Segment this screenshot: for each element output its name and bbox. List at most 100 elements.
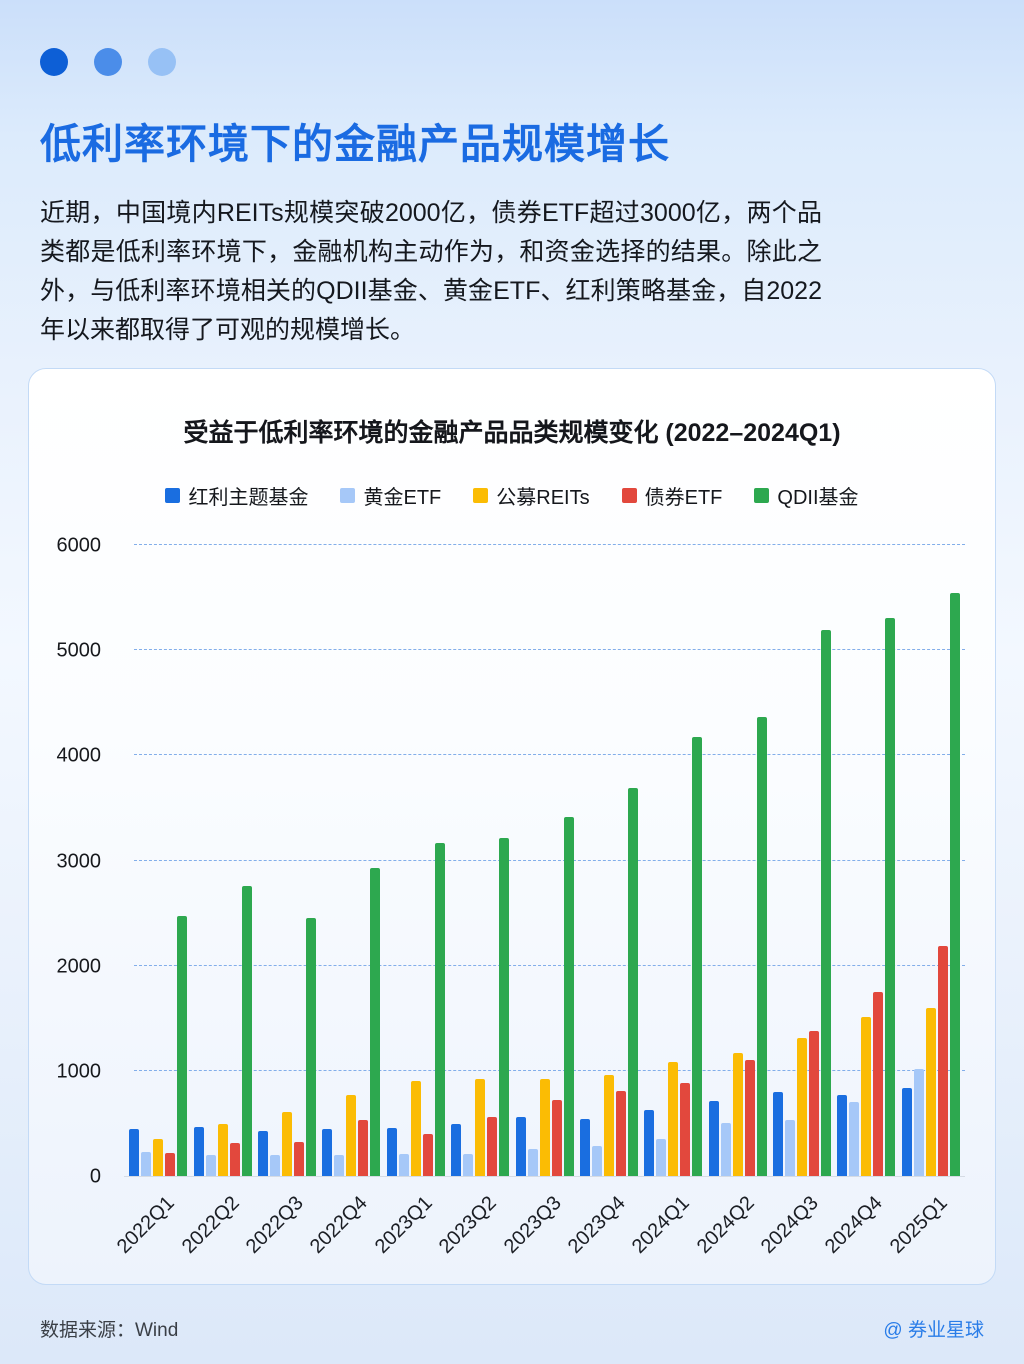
- bar-债券ETF: [937, 946, 948, 1176]
- legend-label: 债券ETF: [644, 487, 723, 509]
- bar-公募REITs: [410, 1081, 421, 1176]
- data-source-label: 数据来源：Wind: [40, 1320, 179, 1341]
- gridline: [134, 964, 965, 966]
- bar-QDII基金: [177, 916, 188, 1176]
- bar-公募REITs: [861, 1017, 872, 1176]
- y-tick-label: 3000: [56, 850, 102, 872]
- chart-card: 受益于低利率环境的金融产品品类规模变化 (2022–2024Q1) 红利主题基金…: [28, 368, 996, 1285]
- legend-label: 红利主题基金: [188, 487, 309, 509]
- bar-债券ETF: [744, 1060, 755, 1176]
- bar-公募REITs: [475, 1079, 486, 1176]
- bar-债券ETF: [165, 1153, 176, 1176]
- bar-group: [706, 717, 770, 1176]
- bar-红利主题基金: [644, 1110, 655, 1176]
- legend-swatch-icon: [165, 488, 181, 503]
- bar-group: [255, 918, 319, 1176]
- bar-红利主题基金: [257, 1131, 268, 1176]
- bar-黄金ETF: [269, 1155, 280, 1176]
- bar-红利主题基金: [322, 1129, 333, 1176]
- deco-dot-icon: [94, 48, 122, 76]
- bar-债券ETF: [551, 1100, 562, 1176]
- bar-债券ETF: [487, 1117, 498, 1176]
- bar-QDII基金: [499, 838, 510, 1176]
- bar-债券ETF: [680, 1083, 691, 1176]
- y-tick-label: 0: [89, 1165, 101, 1188]
- legend-label: QDII基金: [777, 487, 859, 509]
- chart-title: 受益于低利率环境的金融产品品类规模变化 (2022–2024Q1): [183, 419, 841, 447]
- bar-红利主题基金: [515, 1117, 526, 1176]
- bar-债券ETF: [293, 1142, 304, 1176]
- bar-黄金ETF: [398, 1154, 409, 1176]
- legend-swatch-icon: [754, 488, 770, 503]
- bar-group: [899, 593, 963, 1176]
- bar-group: [448, 838, 512, 1176]
- bar-黄金ETF: [527, 1149, 538, 1176]
- bar-group: [770, 630, 834, 1176]
- bar-QDII基金: [241, 886, 252, 1176]
- gridline: [134, 754, 965, 756]
- legend-label: 黄金ETF: [363, 487, 442, 509]
- x-slot: 2022Q2: [177, 1178, 254, 1273]
- x-slot: 2024Q3: [757, 1178, 834, 1273]
- footer: 数据来源：Wind @ 券业星球: [40, 1315, 984, 1342]
- bar-黄金ETF: [785, 1120, 796, 1176]
- x-slot: 2024Q1: [628, 1178, 705, 1273]
- x-axis-labels: 2022Q1 2022Q2 2022Q3 2022Q4 2023Q1 2023Q2 2023…: [113, 1178, 965, 1273]
- bar-红利主题基金: [773, 1092, 784, 1176]
- bar-公募REITs: [668, 1062, 679, 1176]
- gridline: [134, 859, 965, 861]
- x-slot: 2023Q4: [564, 1178, 641, 1273]
- bar-黄金ETF: [849, 1102, 860, 1176]
- x-slot: 2022Q3: [242, 1178, 319, 1273]
- bar-公募REITs: [281, 1112, 292, 1176]
- bar-黄金ETF: [141, 1152, 152, 1176]
- bar-红利主题基金: [708, 1101, 719, 1176]
- bar-group: [512, 817, 576, 1176]
- decorative-dots: [40, 48, 176, 76]
- bar-QDII基金: [821, 630, 832, 1176]
- bar-红利主题基金: [129, 1129, 140, 1176]
- bar-groups: [124, 546, 965, 1176]
- bar-红利主题基金: [901, 1088, 912, 1176]
- bar-QDII基金: [756, 717, 767, 1176]
- legend-item: QDII基金: [754, 481, 859, 510]
- intro-paragraph: 近期，中国境内REITs规模突破2000亿，债券ETF超过3000亿，两个品类都…: [40, 199, 822, 344]
- bar-公募REITs: [603, 1075, 614, 1176]
- bar-QDII基金: [949, 593, 960, 1176]
- chart-legend: 红利主题基金 黄金ETF 公募REITs 债券ETF QDII基金: [29, 481, 995, 510]
- gridline: [134, 544, 965, 545]
- bar-红利主题基金: [451, 1124, 462, 1176]
- x-slot: 2024Q4: [821, 1178, 898, 1273]
- y-tick-label: 4000: [56, 744, 102, 767]
- bar-债券ETF: [358, 1120, 369, 1176]
- x-slot: 2022Q4: [306, 1178, 383, 1273]
- legend-swatch-icon: [621, 488, 637, 503]
- page-title: 低利率环境下的金融产品规模增长: [40, 121, 670, 167]
- bar-QDII基金: [885, 618, 896, 1176]
- bar-红利主题基金: [579, 1119, 590, 1176]
- y-axis-labels: 0 1000 2000 3000 4000 5000 6000: [29, 535, 113, 1188]
- plot-area: [124, 544, 965, 1177]
- bar-group: [577, 788, 641, 1176]
- bar-债券ETF: [809, 1031, 820, 1176]
- legend-item: 公募REITs: [473, 481, 590, 510]
- bar-公募REITs: [539, 1079, 550, 1176]
- bar-黄金ETF: [205, 1155, 216, 1176]
- deco-dot-icon: [148, 48, 176, 76]
- bar-黄金ETF: [463, 1154, 474, 1176]
- bar-黄金ETF: [656, 1139, 667, 1176]
- y-tick-label: 2000: [56, 955, 102, 978]
- x-slot: 2025Q1: [886, 1178, 963, 1273]
- legend-item: 债券ETF: [621, 481, 723, 510]
- bar-红利主题基金: [386, 1128, 397, 1176]
- bar-公募REITs: [925, 1008, 936, 1176]
- bar-group: [319, 868, 383, 1176]
- bar-黄金ETF: [913, 1069, 924, 1176]
- x-slot: 2024Q2: [693, 1178, 770, 1273]
- deco-dot-icon: [40, 48, 68, 76]
- bar-QDII基金: [305, 918, 316, 1176]
- bar-黄金ETF: [720, 1123, 731, 1176]
- bar-债券ETF: [873, 992, 884, 1176]
- gridline: [134, 1069, 965, 1071]
